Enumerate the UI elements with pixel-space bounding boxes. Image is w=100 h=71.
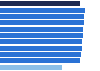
Bar [0,39,82,44]
Bar [0,46,82,51]
Bar [0,8,85,13]
Bar [0,58,80,63]
Bar [0,33,83,38]
Bar [0,1,80,6]
Bar [0,27,83,32]
Bar [0,52,81,57]
Bar [0,14,84,19]
Bar [0,65,62,70]
Bar [0,20,84,25]
